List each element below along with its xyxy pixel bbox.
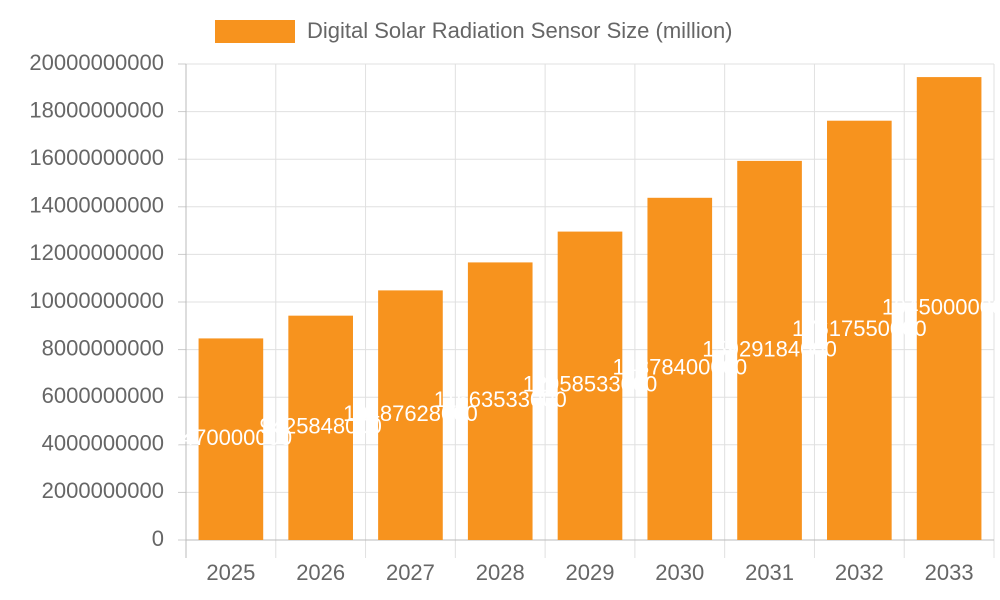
legend-label: Digital Solar Radiation Sensor Size (mil… xyxy=(307,18,733,43)
bar xyxy=(827,120,892,541)
value-label: 10487628000 xyxy=(343,401,478,426)
y-tick-label: 16000000000 xyxy=(29,145,164,170)
bar xyxy=(288,315,353,540)
y-tick-label: 2000000000 xyxy=(42,478,164,503)
bar xyxy=(647,197,713,541)
x-tick-label: 2028 xyxy=(476,560,525,585)
x-tick-label: 2031 xyxy=(745,560,794,585)
y-tick-label: 8000000000 xyxy=(42,335,164,360)
y-tick-label: 4000000000 xyxy=(42,431,164,456)
x-tick-label: 2032 xyxy=(835,560,884,585)
x-tick-label: 2026 xyxy=(296,560,345,585)
value-label: 8470000000 xyxy=(170,425,292,450)
value-label: 19450000000 xyxy=(882,294,1000,319)
y-tick-label: 14000000000 xyxy=(29,193,164,218)
bar xyxy=(557,231,623,540)
value-label: 15929184000 xyxy=(702,336,837,361)
x-tick-label: 2030 xyxy=(655,560,704,585)
y-tick-label: 0 xyxy=(152,526,164,551)
value-label: 11663533000 xyxy=(434,387,567,412)
y-tick-label: 12000000000 xyxy=(29,240,164,265)
value-label: 14378400000 xyxy=(612,355,747,380)
bar xyxy=(737,160,802,540)
legend-swatch xyxy=(215,20,295,43)
bar xyxy=(467,262,533,540)
bar xyxy=(198,338,264,540)
bar xyxy=(378,290,443,540)
value-label: 12958533000 xyxy=(523,372,658,397)
bar xyxy=(916,77,982,540)
x-tick-label: 2025 xyxy=(206,560,255,585)
value-label: 17617550000 xyxy=(792,316,927,341)
x-tick-label: 2027 xyxy=(386,560,435,585)
x-tick-label: 2029 xyxy=(566,560,615,585)
x-tick-label: 2033 xyxy=(925,560,974,585)
y-tick-label: 10000000000 xyxy=(29,288,164,313)
value-label: 9425848000 xyxy=(259,414,381,439)
y-tick-label: 6000000000 xyxy=(42,383,164,408)
y-tick-label: 20000000000 xyxy=(29,50,164,75)
y-tick-label: 18000000000 xyxy=(29,97,164,122)
